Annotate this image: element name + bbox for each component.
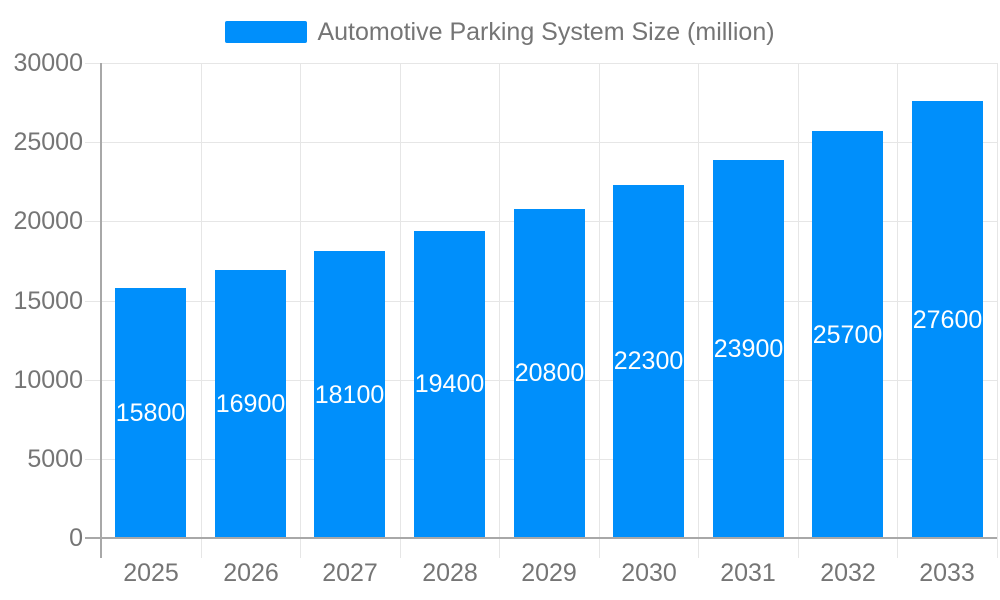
y-axis-label: 5000 [27,445,83,473]
x-gridline [698,63,699,558]
y-gridline [101,142,997,143]
y-axis-line [100,63,102,558]
bar-value-label: 18100 [314,381,385,409]
y-axis-label: 15000 [13,287,83,315]
bar-value-label: 25700 [812,321,883,349]
x-axis-label: 2031 [720,559,776,587]
bar-value-label: 19400 [414,370,485,398]
y-gridline [101,63,997,64]
x-axis-label: 2028 [422,559,478,587]
y-axis-label: 25000 [13,128,83,156]
x-gridline [201,63,202,558]
bar-2030[interactable] [613,185,684,537]
chart-legend: Automotive Parking System Size (million) [0,18,1000,46]
bar-2027[interactable] [314,251,385,537]
x-axis-label: 2032 [820,559,876,587]
y-axis-label: 0 [69,524,83,552]
y-axis-tick [85,221,101,222]
x-gridline [599,63,600,558]
y-axis-tick [85,459,101,460]
x-axis-label: 2030 [621,559,677,587]
x-gridline [897,63,898,558]
bar-2033[interactable] [912,101,983,537]
y-axis-tick [85,63,101,64]
y-axis-label: 10000 [13,366,83,394]
x-axis-label: 2025 [123,559,179,587]
x-gridline [997,63,998,558]
bar-value-label: 22300 [613,347,684,375]
bar-value-label: 20800 [514,359,585,387]
y-axis-tick [85,301,101,302]
bar-value-label: 27600 [912,306,983,334]
y-axis-label: 20000 [13,207,83,235]
x-axis-label: 2029 [521,559,577,587]
y-axis-label: 30000 [13,49,83,77]
bar-value-label: 23900 [713,335,784,363]
x-axis-label: 2033 [919,559,975,587]
bar-2025[interactable] [115,288,186,537]
bar-2026[interactable] [215,270,286,537]
x-gridline [400,63,401,558]
bar-2031[interactable] [713,160,784,537]
x-axis-label: 2026 [223,559,279,587]
x-axis-line [85,537,997,539]
x-gridline [798,63,799,558]
bar-2028[interactable] [414,231,485,537]
x-gridline [300,63,301,558]
y-axis-tick [85,142,101,143]
bar-value-label: 16900 [215,390,286,418]
bar-value-label: 15800 [115,399,186,427]
legend-item-series-0[interactable]: Automotive Parking System Size (million) [225,18,775,46]
bar-2029[interactable] [514,209,585,537]
bar-2032[interactable] [812,131,883,537]
legend-label: Automotive Parking System Size (million) [317,18,775,46]
y-axis-tick [85,380,101,381]
legend-swatch [225,21,308,43]
x-gridline [499,63,500,558]
x-axis-label: 2027 [322,559,378,587]
